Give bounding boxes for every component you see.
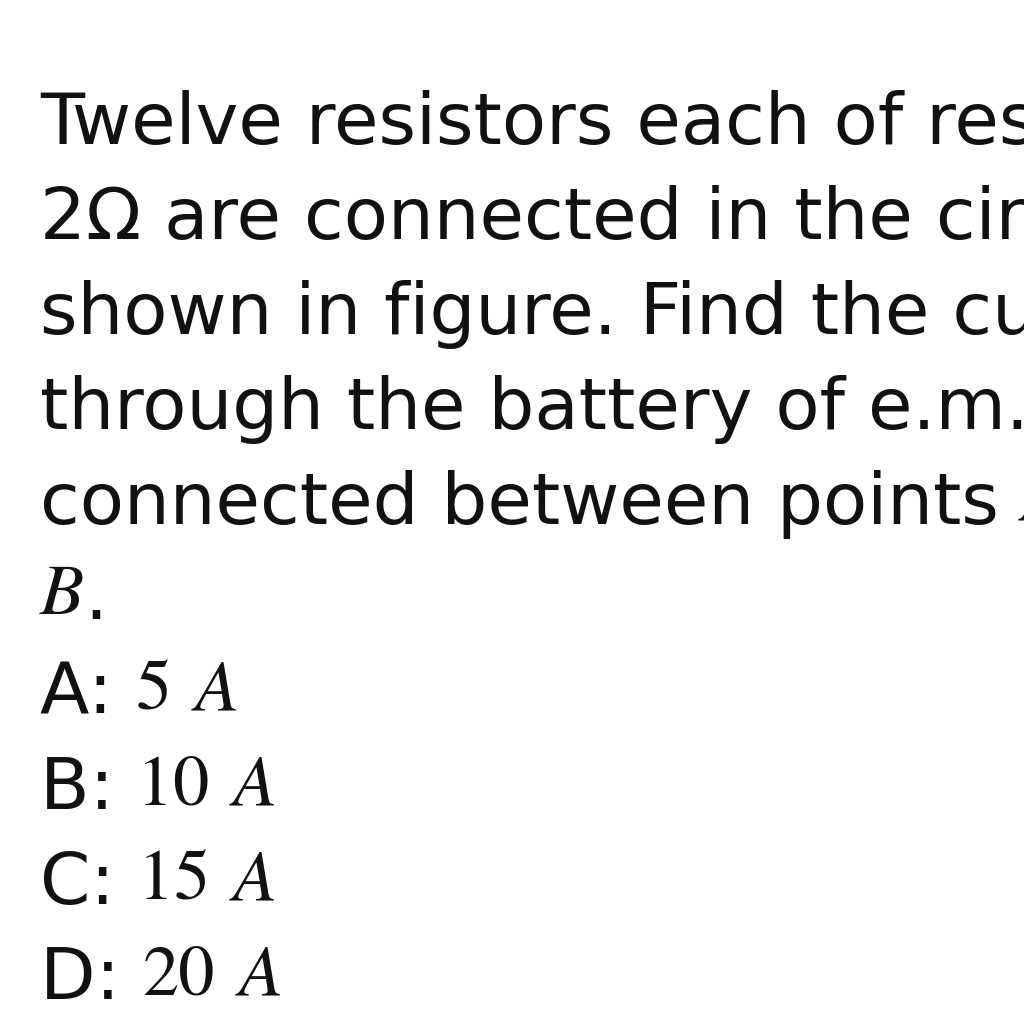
Text: A: A [1022,470,1024,535]
Text: A: A [239,945,283,1009]
Text: B: B [40,565,84,629]
Text: D:: D: [40,945,143,1014]
Text: 15: 15 [138,850,210,915]
Text: A: A [232,755,276,819]
Text: A: A [195,660,239,724]
Text: 5: 5 [135,660,172,725]
Text: Twelve resistors each of resistace: Twelve resistors each of resistace [40,90,1024,159]
Text: 2Ω are connected in the circuit as: 2Ω are connected in the circuit as [40,185,1024,254]
Text: A: A [233,850,278,914]
Text: through the battery of e.m.f.: through the battery of e.m.f. [40,375,1024,444]
Text: C:: C: [40,850,138,919]
Text: shown in figure. Find the current: shown in figure. Find the current [40,280,1024,349]
Text: connected between points: connected between points [40,470,1022,539]
Text: A:: A: [40,660,135,729]
Text: 20: 20 [143,945,215,1010]
Text: .: . [84,565,108,634]
Text: B:: B: [40,755,137,824]
Text: 10: 10 [137,755,209,820]
